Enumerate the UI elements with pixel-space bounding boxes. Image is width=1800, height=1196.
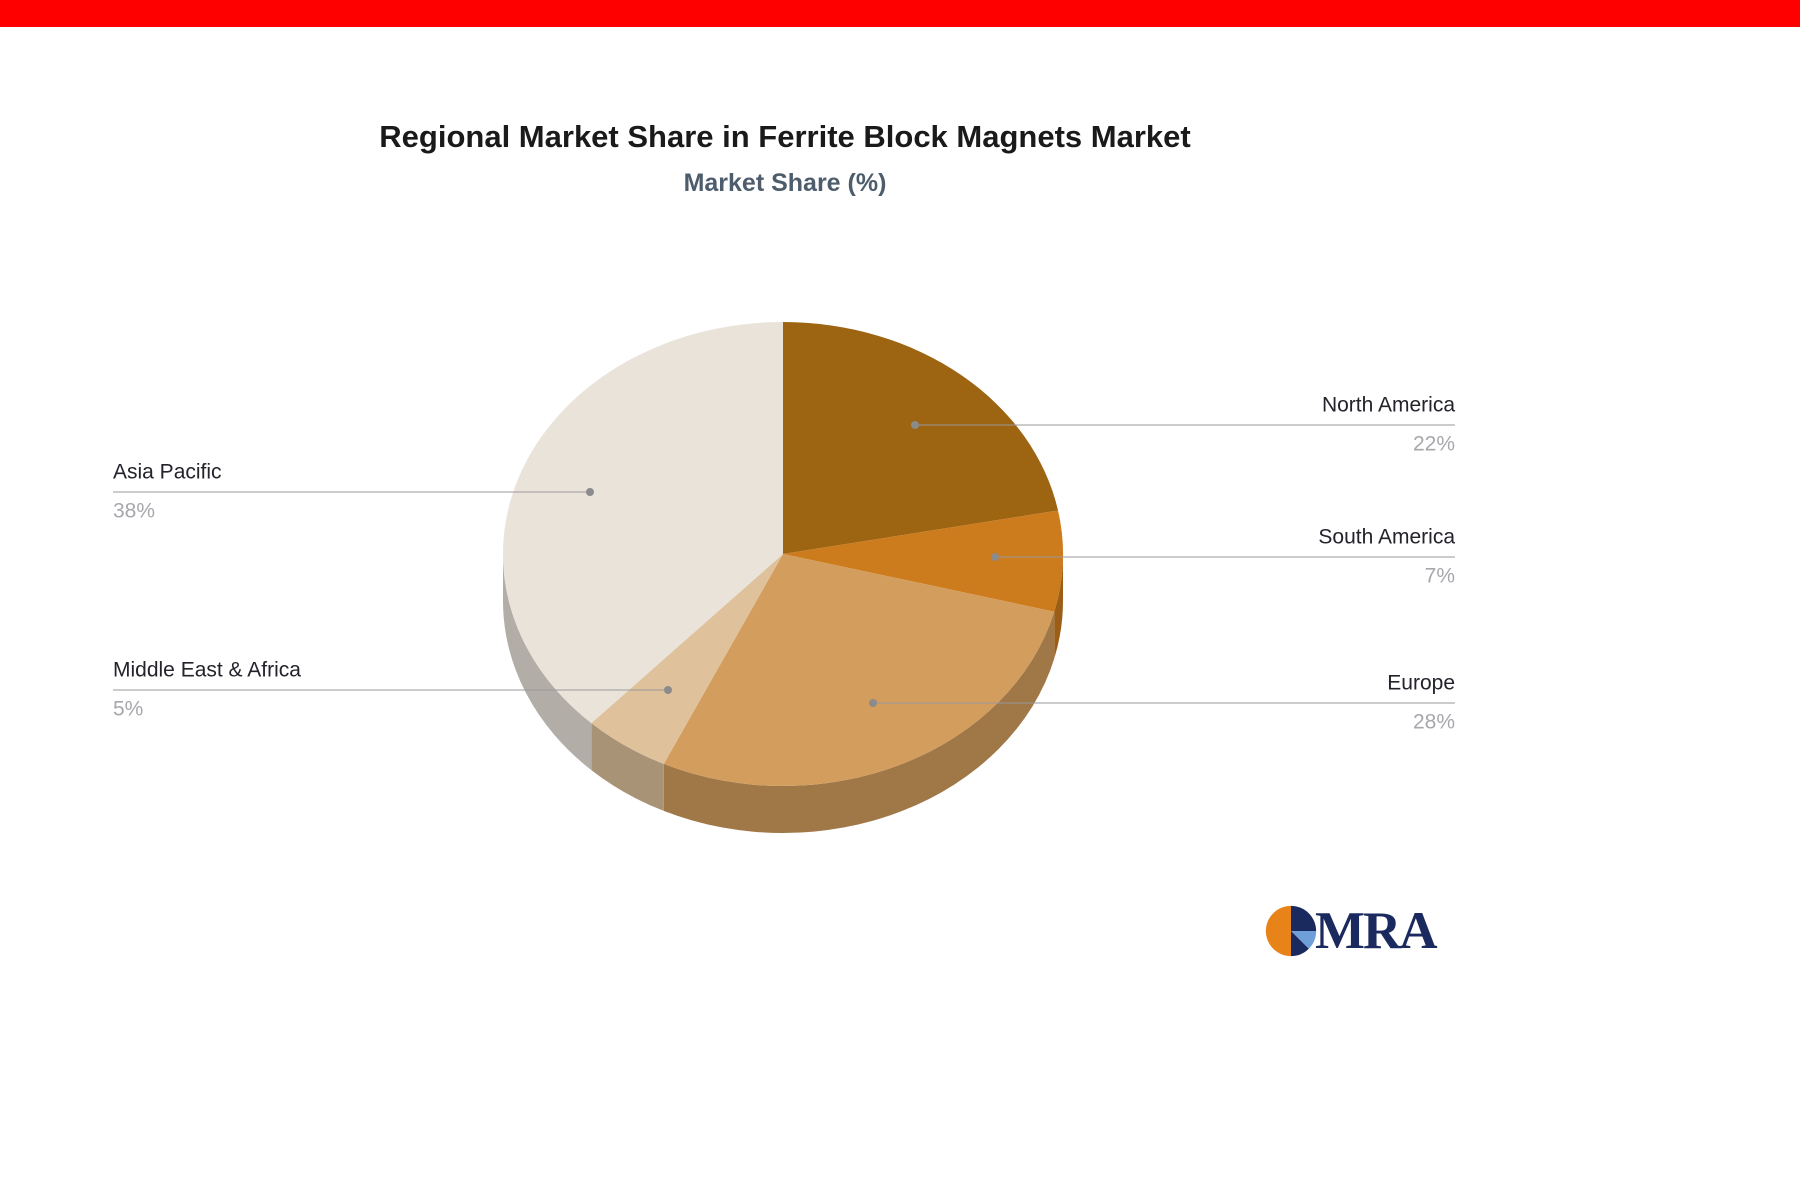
leader-dot-south-america (991, 553, 999, 561)
pie-slice-europe[interactable] (663, 554, 1055, 787)
slice-label-asia-pacific: Asia Pacific 38% (113, 461, 222, 524)
pie-slice-middle-east-africa[interactable] (591, 554, 783, 764)
brand-logo-text: MRA (1315, 902, 1438, 960)
logo-lightblue-slice (1291, 931, 1317, 949)
chart-subtitle: Market Share (%) (683, 169, 887, 197)
slice-name: Europe (1387, 671, 1455, 695)
pie-slice-south-america[interactable] (783, 510, 1063, 612)
slice-value: 22% (1412, 432, 1455, 456)
pie-slice-asia-pacific[interactable] (503, 322, 783, 724)
chart-title: Regional Market Share in Ferrite Block M… (379, 119, 1191, 154)
pie-slice-side-europe (663, 611, 1055, 833)
pie-slice-side-south-america (1054, 554, 1063, 659)
logo-orange-slice (1265, 905, 1291, 957)
slice-name: Middle East & Africa (113, 658, 301, 682)
logo-navy-slice-2 (1291, 931, 1309, 957)
slice-value: 28% (1412, 710, 1455, 734)
slice-label-middle-east-africa: Middle East & Africa 5% (113, 659, 301, 722)
slice-label-europe: Europe 28% (1387, 672, 1455, 735)
leader-dot-europe (869, 699, 877, 707)
slice-name: North America (1321, 393, 1455, 417)
leader-dot-middle-east-africa (664, 686, 672, 694)
pie-slice-side-middle-east-africa (591, 723, 664, 811)
pie-slice-north-america[interactable] (783, 322, 1059, 554)
slice-value: 7% (1424, 564, 1455, 588)
slice-value: 38% (113, 499, 156, 523)
top-accent-bar (0, 0, 1800, 27)
brand-logo: MRA (1262, 901, 1438, 961)
slice-label-south-america: South America 7% (1318, 526, 1455, 589)
brand-logo-icon (1265, 905, 1317, 957)
slice-name: Asia Pacific (113, 460, 222, 484)
pie-slice-side-asia-pacific (503, 554, 592, 771)
slice-value: 5% (113, 697, 144, 721)
logo-navy-slice (1291, 905, 1317, 931)
slice-name: South America (1318, 525, 1455, 549)
leader-dot-north-america (911, 421, 919, 429)
leader-dot-asia-pacific (586, 488, 594, 496)
slice-label-north-america: North America 22% (1322, 394, 1455, 457)
